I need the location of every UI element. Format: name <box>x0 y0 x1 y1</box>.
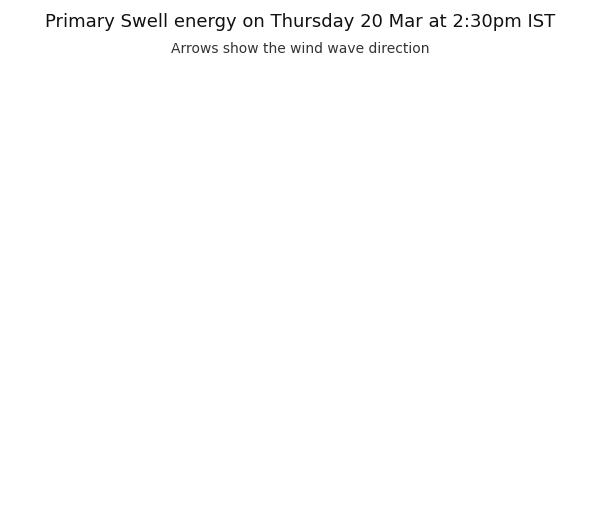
Text: Primary Swell energy on Thursday 20 Mar at 2:30pm IST: Primary Swell energy on Thursday 20 Mar … <box>45 12 556 31</box>
Text: Arrows show the wind wave direction: Arrows show the wind wave direction <box>171 42 430 56</box>
